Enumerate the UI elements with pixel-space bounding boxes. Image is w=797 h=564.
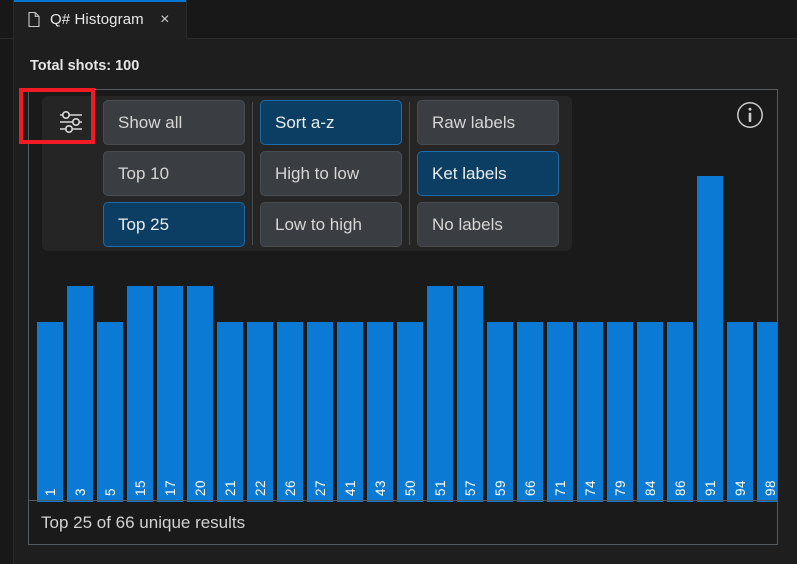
plot-area: 1 3 5 15 17 20 21 22 26 27 41 43 50 51 57 59 66 71 74 79 84 8… [29,90,777,502]
low-to-high-button[interactable]: Low to high [260,202,402,247]
bar[interactable]: 66 [517,322,543,502]
bar-label: 84 [642,479,658,496]
bar-label: 74 [582,479,598,496]
top-10-button[interactable]: Top 10 [103,151,245,196]
chart-toolbar: Show all Top 10 Top 25 Sort a-z High to … [42,96,572,251]
sliders-icon [56,107,86,140]
bar-label: 27 [312,479,328,496]
bar[interactable]: 43 [367,322,393,502]
bar-label: 50 [402,479,418,496]
histogram-content: Total shots: 100 1 3 5 15 17 20 21 22 26 27 41 43 50… [15,39,797,564]
tab-q-sharp-histogram[interactable]: Q# Histogram × [14,0,187,39]
sliders-icon-button[interactable] [48,100,94,146]
bar-label: 15 [132,479,148,496]
bar-label: 1 [42,487,58,496]
show-all-button[interactable]: Show all [103,100,245,145]
bar[interactable]: 84 [637,322,663,502]
bar[interactable]: 17 [157,286,183,502]
bar-label: 66 [522,479,538,496]
sort-a-z-button[interactable]: Sort a-z [260,100,402,145]
bar[interactable]: 41 [337,322,363,502]
bar-label: 43 [372,479,388,496]
bar[interactable]: 27 [307,322,333,502]
bar-label: 98 [762,479,778,496]
chart-panel: 1 3 5 15 17 20 21 22 26 27 41 43 50 51 57 59 66 71 74 79 84 8… [28,89,778,545]
bar[interactable]: 79 [607,322,633,502]
bar[interactable]: 86 [667,322,693,502]
button-group-count-filter: Show all Top 10 Top 25 [96,100,252,247]
bar-label: 86 [672,479,688,496]
left-gutter [0,39,14,564]
toolbar-divider-2 [409,102,410,245]
ket-labels-button[interactable]: Ket labels [417,151,559,196]
bar-label: 3 [72,487,88,496]
bar[interactable]: 57 [457,286,483,502]
bar[interactable]: 3 [67,286,93,502]
bar[interactable]: 74 [577,322,603,502]
bar-label: 41 [342,479,358,496]
bar[interactable]: 22 [247,322,273,502]
bar[interactable]: 91 [697,176,723,502]
bar-label: 94 [732,479,748,496]
bar-label: 51 [432,479,448,496]
bar[interactable]: 98 [757,322,777,502]
tab-strip-gutter [0,0,14,38]
results-summary: Top 25 of 66 unique results [41,512,246,532]
bar-label: 57 [462,479,478,496]
tab-label: Q# Histogram [50,11,144,28]
top-25-button[interactable]: Top 25 [103,202,245,247]
bar[interactable]: 94 [727,322,753,502]
bar-label: 59 [492,479,508,496]
bar[interactable]: 20 [187,286,213,502]
bar[interactable]: 1 [37,322,63,502]
bar-label: 26 [282,479,298,496]
bar[interactable]: 59 [487,322,513,502]
no-labels-button[interactable]: No labels [417,202,559,247]
bar[interactable]: 15 [127,286,153,502]
toolbar-divider-1 [252,102,253,245]
bar-label: 79 [612,479,628,496]
button-group-label-style: Raw labels Ket labels No labels [410,100,566,247]
bar-label: 20 [192,479,208,496]
chart-footer: Top 25 of 66 unique results [29,500,777,544]
bar[interactable]: 71 [547,322,573,502]
button-group-sort-order: Sort a-z High to low Low to high [253,100,409,247]
total-shots-label: Total shots: 100 [30,58,140,74]
close-icon[interactable]: × [160,10,170,28]
bar-label: 22 [252,479,268,496]
file-icon [26,11,42,28]
high-to-low-button[interactable]: High to low [260,151,402,196]
bar[interactable]: 50 [397,322,423,502]
bar-label: 91 [702,479,718,496]
bar[interactable]: 26 [277,322,303,502]
bar-label: 5 [102,487,118,496]
bar-label: 71 [552,479,568,496]
info-icon[interactable] [735,100,765,130]
raw-labels-button[interactable]: Raw labels [417,100,559,145]
bar[interactable]: 5 [97,322,123,502]
bar[interactable]: 21 [217,322,243,502]
tab-strip-empty-area [186,0,797,38]
bar-label: 21 [222,479,238,496]
bar-series: 1 3 5 15 17 20 21 22 26 27 41 43 50 51 57 59 66 71 74 79 84 8… [37,90,777,502]
bar-label: 17 [162,479,178,496]
bar[interactable]: 51 [427,286,453,502]
tab-strip: Q# Histogram × [0,0,797,39]
